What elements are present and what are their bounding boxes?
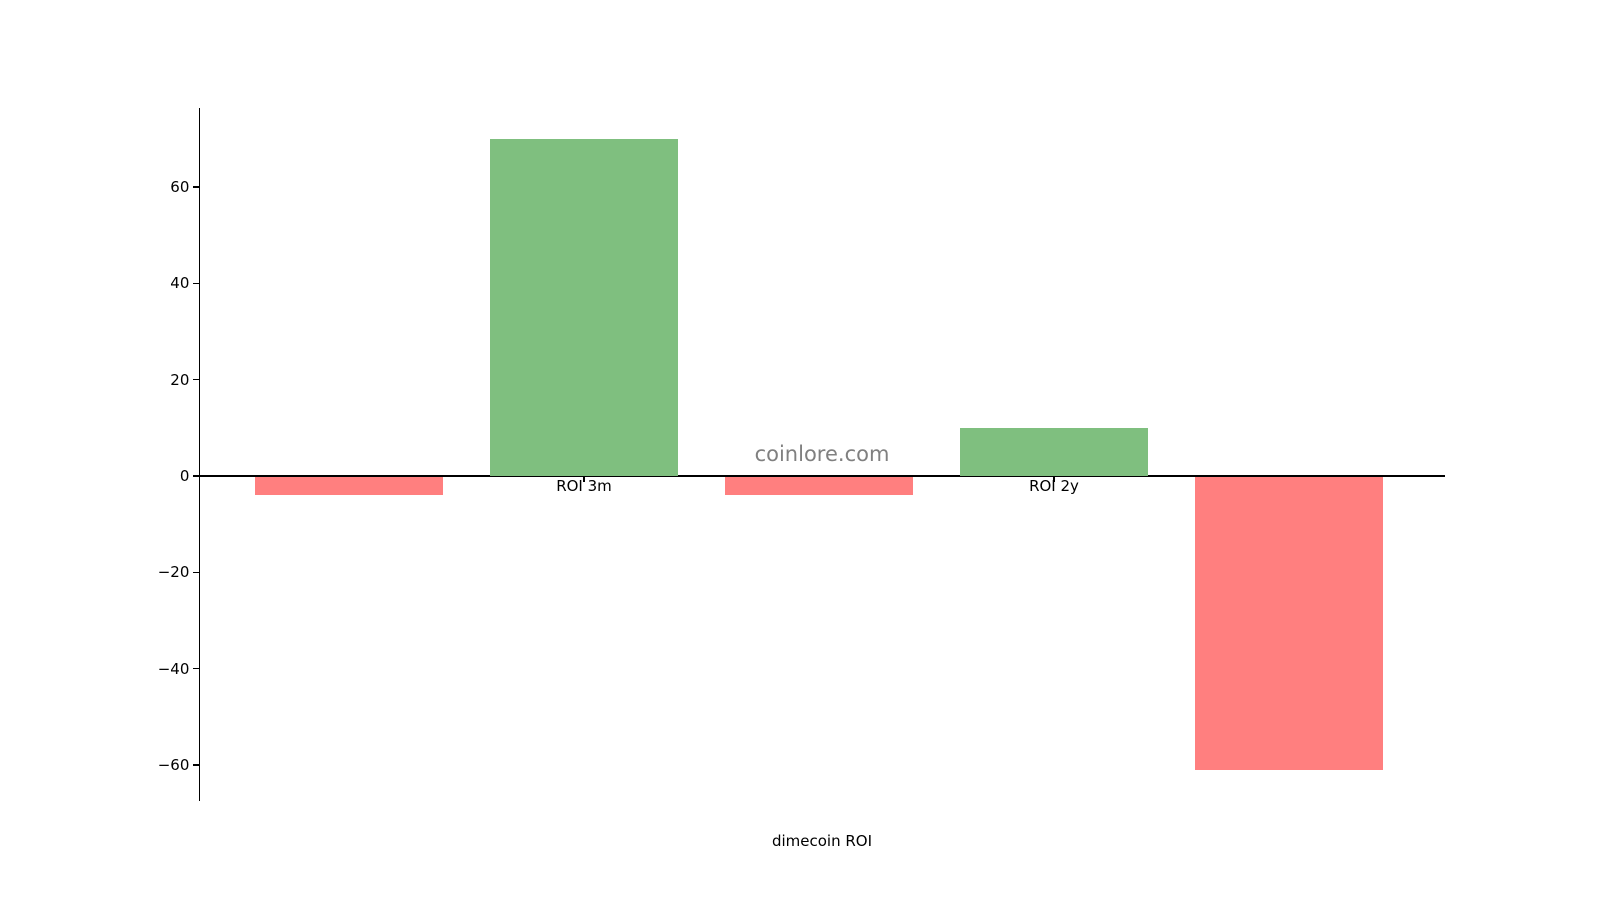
x-axis-tick — [1053, 476, 1055, 482]
watermark-text: coinlore.com — [754, 442, 890, 466]
y-axis-tick-label: 40 — [170, 274, 190, 293]
y-axis-tick — [193, 764, 200, 766]
bar — [725, 477, 913, 496]
y-axis-tick-label: 0 — [179, 466, 190, 485]
x-axis-tick-label: ROI 2y — [1029, 477, 1079, 496]
y-axis-spine — [198, 108, 201, 801]
y-axis-tick — [193, 475, 200, 477]
y-axis-tick-label: 20 — [170, 370, 190, 389]
x-axis-line — [199, 475, 1445, 477]
y-axis-tick-label: 60 — [170, 177, 190, 196]
bar — [255, 477, 443, 496]
bar — [960, 427, 1148, 476]
x-axis-tick-label: ROI 3m — [556, 477, 612, 496]
y-axis-tick-label: −60 — [157, 755, 190, 774]
bar — [1195, 477, 1383, 770]
y-axis-tick — [193, 378, 200, 381]
bar — [490, 138, 678, 476]
x-axis-tick — [583, 476, 585, 482]
y-axis-tick-label: −20 — [157, 563, 190, 582]
x-axis-title: dimecoin ROI — [771, 832, 873, 850]
y-axis-tick-label: −40 — [157, 659, 190, 678]
y-axis-tick — [193, 186, 200, 188]
y-axis-tick — [193, 571, 200, 573]
y-axis-tick — [193, 282, 200, 284]
y-axis-tick — [193, 667, 200, 670]
